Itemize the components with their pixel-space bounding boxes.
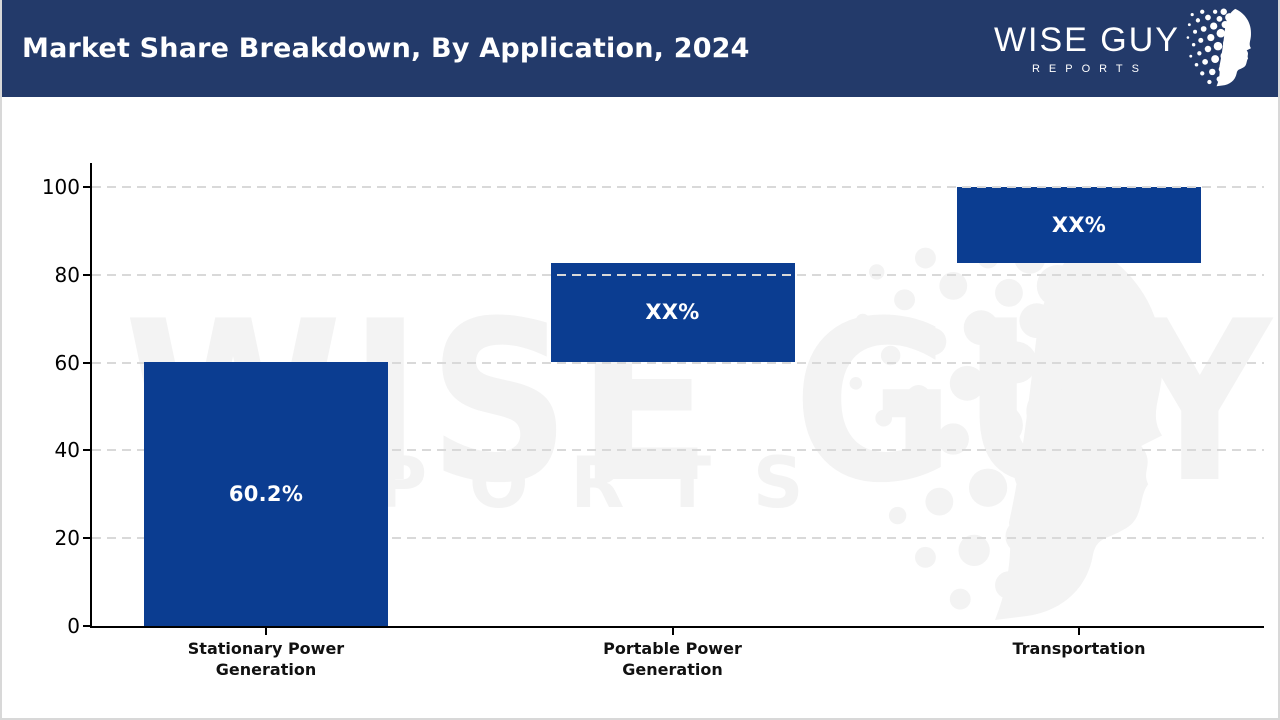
y-tick-mark <box>83 625 90 627</box>
x-category-label-line: Stationary Power <box>187 639 345 658</box>
y-tick-label: 80 <box>54 262 80 287</box>
x-tick-mark <box>671 628 674 635</box>
page-title: Market Share Breakdown, By Application, … <box>22 33 750 64</box>
y-tick-label: 40 <box>54 438 80 463</box>
gridline <box>92 273 1264 276</box>
y-axis-line <box>90 163 92 628</box>
y-tick-mark <box>83 273 90 276</box>
bar-segment: XX% <box>957 187 1201 263</box>
bar-value-label: XX% <box>645 300 700 325</box>
x-tick-mark <box>265 628 267 635</box>
x-axis-line <box>90 626 1264 628</box>
y-tick-label: 100 <box>41 175 80 199</box>
gridline <box>92 537 1264 540</box>
x-category-label-line: Transportation <box>1012 639 1146 658</box>
x-category-label: Stationary Power Generation <box>96 638 436 680</box>
y-tick-mark <box>83 361 90 364</box>
x-category-label: Portable Power Generation <box>503 638 843 680</box>
bar-value-label: XX% <box>1051 212 1107 237</box>
bar-segment: 60.2% <box>144 361 388 626</box>
x-category-label: Transportation <box>909 638 1249 659</box>
brand-subtitle: REPORTS <box>1031 62 1148 75</box>
x-category-label-line: Generation <box>215 660 317 679</box>
brand-logo: WISE GUY REPORTS <box>994 6 1254 92</box>
header: Market Share Breakdown, By Application, … <box>2 0 1278 97</box>
wise-guy-head-icon <box>1186 8 1252 86</box>
gridline <box>92 361 1264 364</box>
y-tick-mark <box>83 186 90 188</box>
y-tick-mark <box>83 537 90 540</box>
gridline <box>92 449 1264 452</box>
y-tick-mark <box>83 449 90 452</box>
y-tick-label: 0 <box>67 614 80 638</box>
bar-value-label: 60.2% <box>228 481 304 506</box>
x-category-label-line: Portable Power <box>603 639 742 658</box>
x-category-label-line: Generation <box>622 660 723 679</box>
brand-name: WISE GUY <box>993 20 1180 59</box>
bar-segment: XX% <box>550 262 795 362</box>
brand-logo-text: WISE GUY REPORTS <box>994 23 1180 75</box>
y-tick-label: 20 <box>54 526 80 551</box>
x-tick-mark <box>1078 628 1080 635</box>
gridline <box>92 186 1264 188</box>
y-tick-label: 60 <box>54 350 80 375</box>
